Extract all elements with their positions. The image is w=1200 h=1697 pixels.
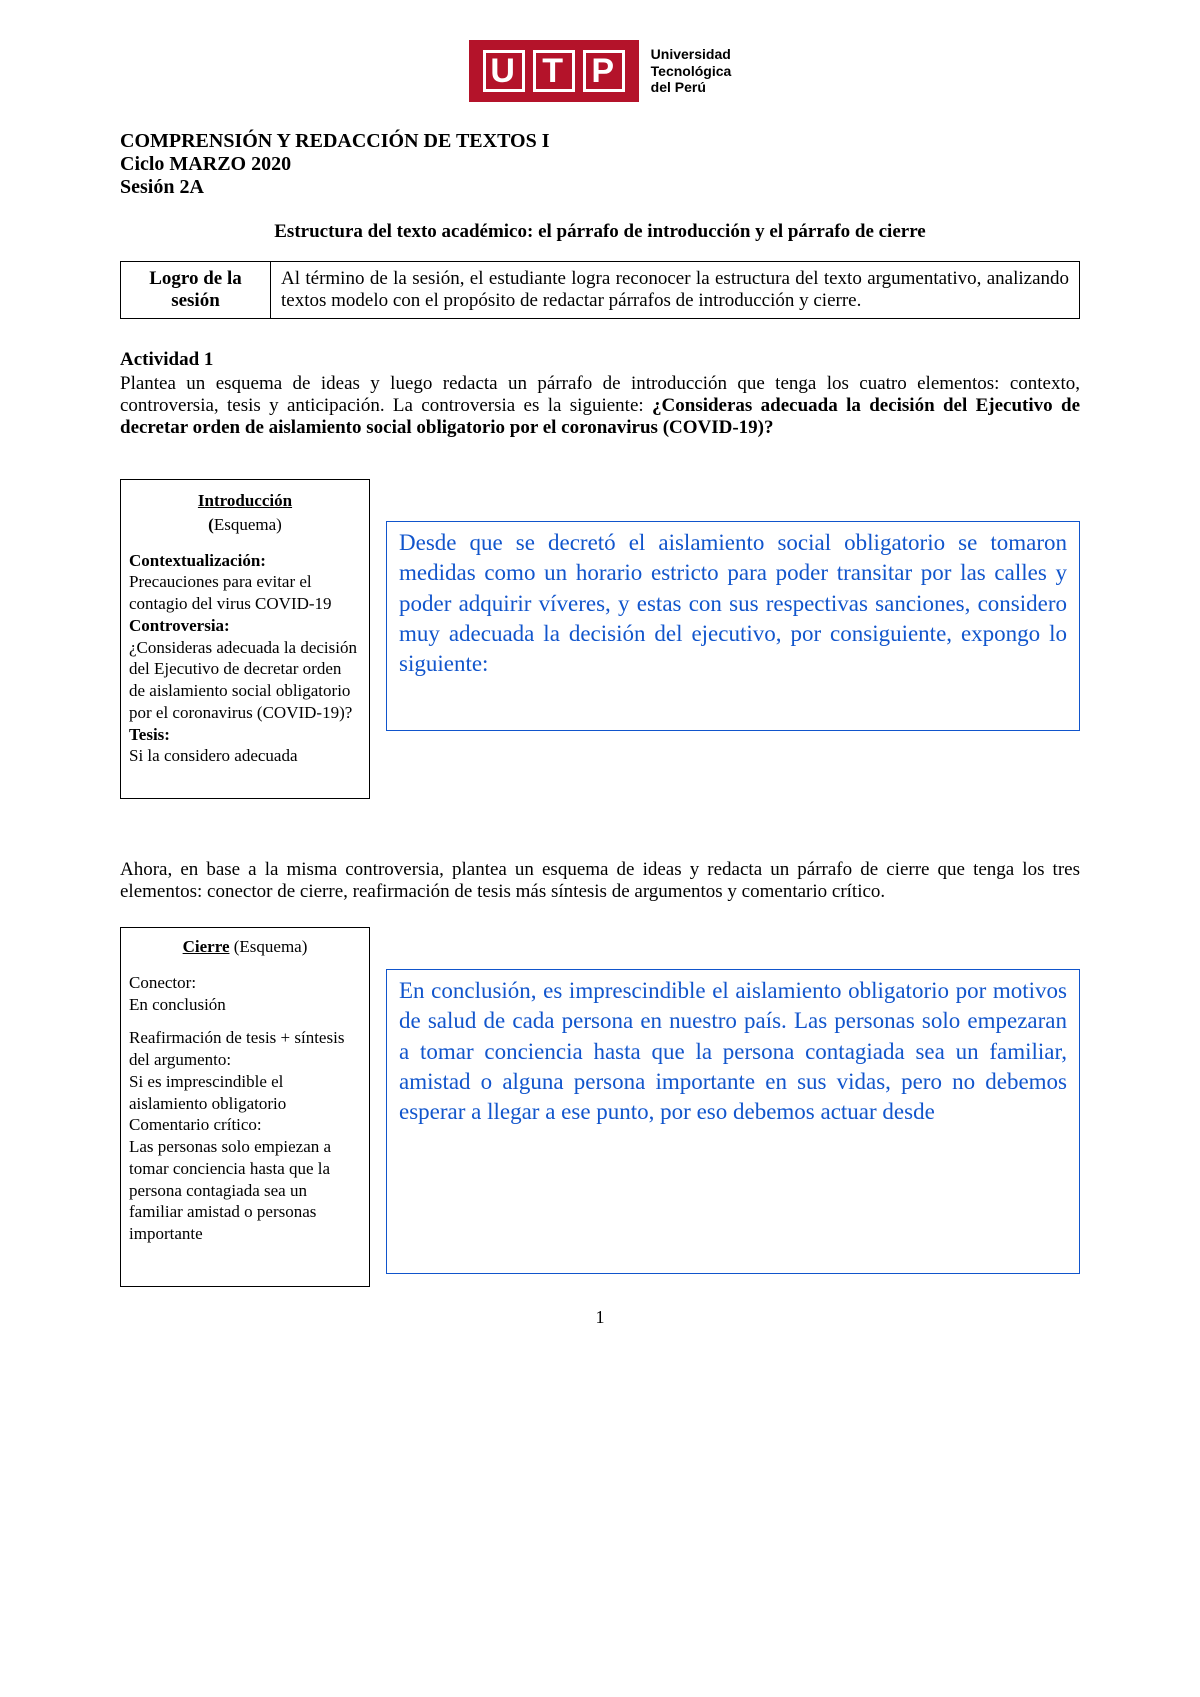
intro-subtitle-rest: Esquema) [214,515,282,534]
cierre-row: Cierre (Esquema) Conector: En conclusión… [120,927,1080,1287]
document-subtitle: Estructura del texto académico: el párra… [120,221,1080,243]
course-header: COMPRENSIÓN Y REDACCIÓN DE TEXTOS I Cicl… [120,130,1080,199]
goal-table: Logro de la sesión Al término de la sesi… [120,261,1080,319]
course-title: COMPRENSIÓN Y REDACCIÓN DE TEXTOS I [120,130,1080,153]
document-page: U T P Universidad Tecnológica del Perú C… [0,0,1200,1368]
goal-label-cell: Logro de la sesión [121,262,271,319]
logo-letter-p: P [583,50,625,92]
conector-label: Conector: [129,973,196,992]
page-number: 1 [120,1307,1080,1328]
reaf-text: Si es imprescindible el aislamiento obli… [129,1071,361,1115]
uni-line3: del Perú [651,79,732,96]
reaf-label: Reafirmación de tesis + síntesis del arg… [129,1028,344,1069]
course-session: Sesión 2A [120,176,1080,199]
cierre-schema-title: Cierre (Esquema) [129,936,361,958]
intro-paragraph-box: Desde que se decretó el aislamiento soci… [386,521,1080,731]
tesis-text: Si la considero adecuada [129,745,361,767]
goal-description: Al término de la sesión, el estudiante l… [271,262,1080,319]
intro-schema-title: Introducción [129,490,361,512]
coment-label: Comentario crítico: [129,1115,262,1134]
cierre-title-u: Cierre [183,937,230,956]
controv-text: ¿Consideras adecuada la decisión del Eje… [129,637,361,724]
cierre-title-rest: (Esquema) [229,937,307,956]
course-cycle: Ciclo MARZO 2020 [120,153,1080,176]
context-label: Contextualización: [129,551,266,570]
cierre-schema-box: Cierre (Esquema) Conector: En conclusión… [120,927,370,1287]
goal-label-l2: sesión [171,290,220,311]
goal-label-l1: Logro de la [149,268,242,289]
uni-line2: Tecnológica [651,63,732,80]
university-name: Universidad Tecnológica del Perú [651,46,732,96]
logo-block: U T P Universidad Tecnológica del Perú [120,40,1080,102]
uni-line1: Universidad [651,46,732,63]
activity1-title: Actividad 1 [120,349,1080,371]
mid-instruction: Ahora, en base a la misma controversia, … [120,859,1080,903]
conector-text: En conclusión [129,994,361,1016]
coment-text: Las personas solo empiezan a tomar conci… [129,1136,361,1245]
cierre-paragraph-box: En conclusión, es imprescindible el aisl… [386,969,1080,1274]
utp-logo: U T P [469,40,639,102]
tesis-label: Tesis: [129,725,170,744]
intro-row: Introducción (Esquema) Contextualización… [120,479,1080,799]
controv-label: Controversia: [129,616,230,635]
intro-schema-subtitle: (Esquema) [129,514,361,536]
context-text: Precauciones para evitar el contagio del… [129,571,361,615]
logo-letter-t: T [533,50,575,92]
activity1-body: Plantea un esquema de ideas y luego reda… [120,373,1080,439]
intro-schema-box: Introducción (Esquema) Contextualización… [120,479,370,799]
logo-letter-u: U [483,50,525,92]
